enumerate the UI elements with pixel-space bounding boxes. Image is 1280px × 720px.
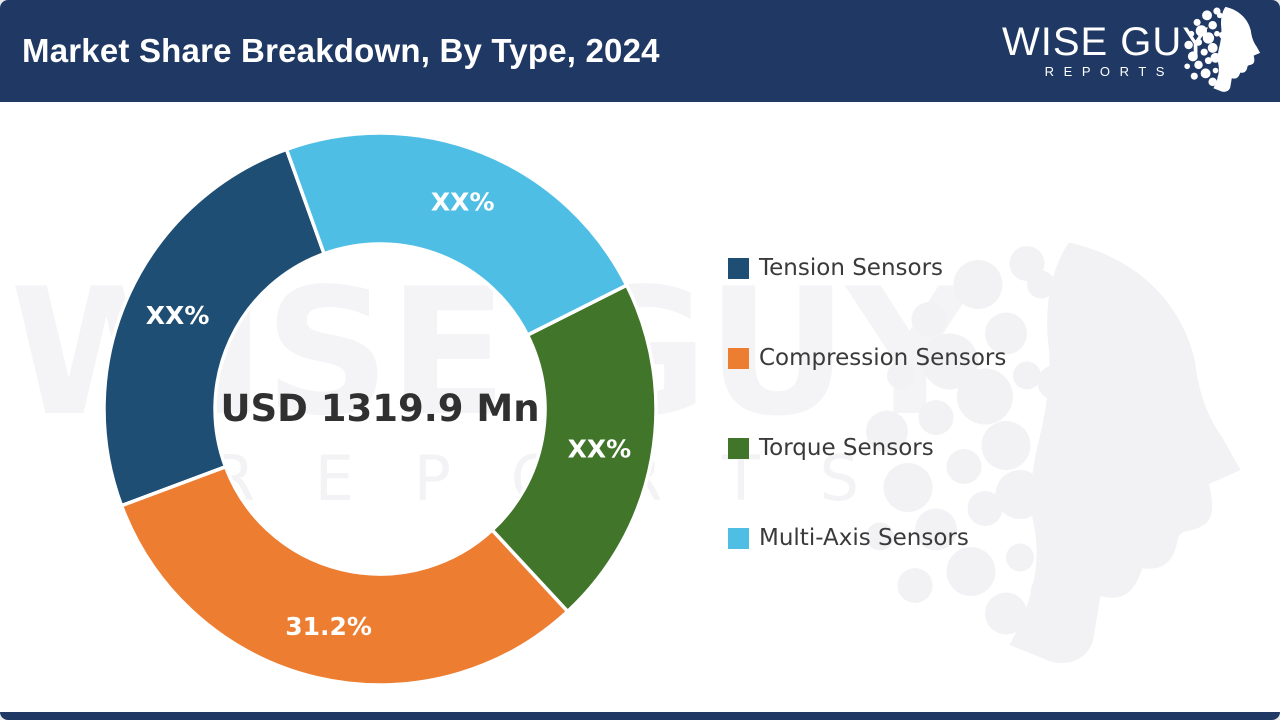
legend-label: Torque Sensors [759,434,934,461]
segment-tension-sensors [102,147,326,508]
legend-swatch [728,257,749,279]
segment-value-label: XX% [431,188,495,217]
chart-legend: Tension Sensors Compression Sensors Torque… [728,248,1006,608]
logo-text: WISE GUY R E P O R T S [1002,21,1210,79]
legend-item-multi-axis-sensors: Multi-Axis Sensors [728,518,1006,558]
head-watermark-icon [852,222,1272,690]
legend-label: Compression Sensors [759,344,1007,371]
legend-label: Multi-Axis Sensors [759,524,969,551]
segment-torque-sensors [490,283,658,614]
logo-wordmark: WISE GUY [1001,20,1210,64]
dotted-head-icon [1180,4,1268,96]
footer-bar [0,712,1280,720]
segment-value-label: 31.2% [285,612,372,641]
legend-item-tension-sensors: Tension Sensors [728,248,1006,288]
page-title: Market Share Breakdown, By Type, 2024 [22,32,660,69]
legend-item-compression-sensors: Compression Sensors [728,338,1006,378]
legend-item-torque-sensors: Torque Sensors [728,428,1006,468]
segment-compression-sensors [119,465,570,687]
segment-value-label: XX% [146,301,210,330]
wise-guy-logo: WISE GUY R E P O R T S [1002,4,1268,96]
segment-multi-axis-sensors [284,131,629,337]
segment-value-label: XX% [568,434,632,463]
donut-chart: XX% 31.2% XX% XX% USD 1319.9 Mn [102,131,658,687]
legend-swatch [728,347,749,369]
legend-swatch [728,527,749,549]
legend-label: Tension Sensors [759,254,944,281]
legend-swatch [728,437,749,459]
logo-subtitle: R E P O R T S [1044,64,1168,79]
header-bar: Market Share Breakdown, By Type, 2024 WI… [0,0,1280,102]
donut-center-label: USD 1319.9 Mn [220,387,539,430]
